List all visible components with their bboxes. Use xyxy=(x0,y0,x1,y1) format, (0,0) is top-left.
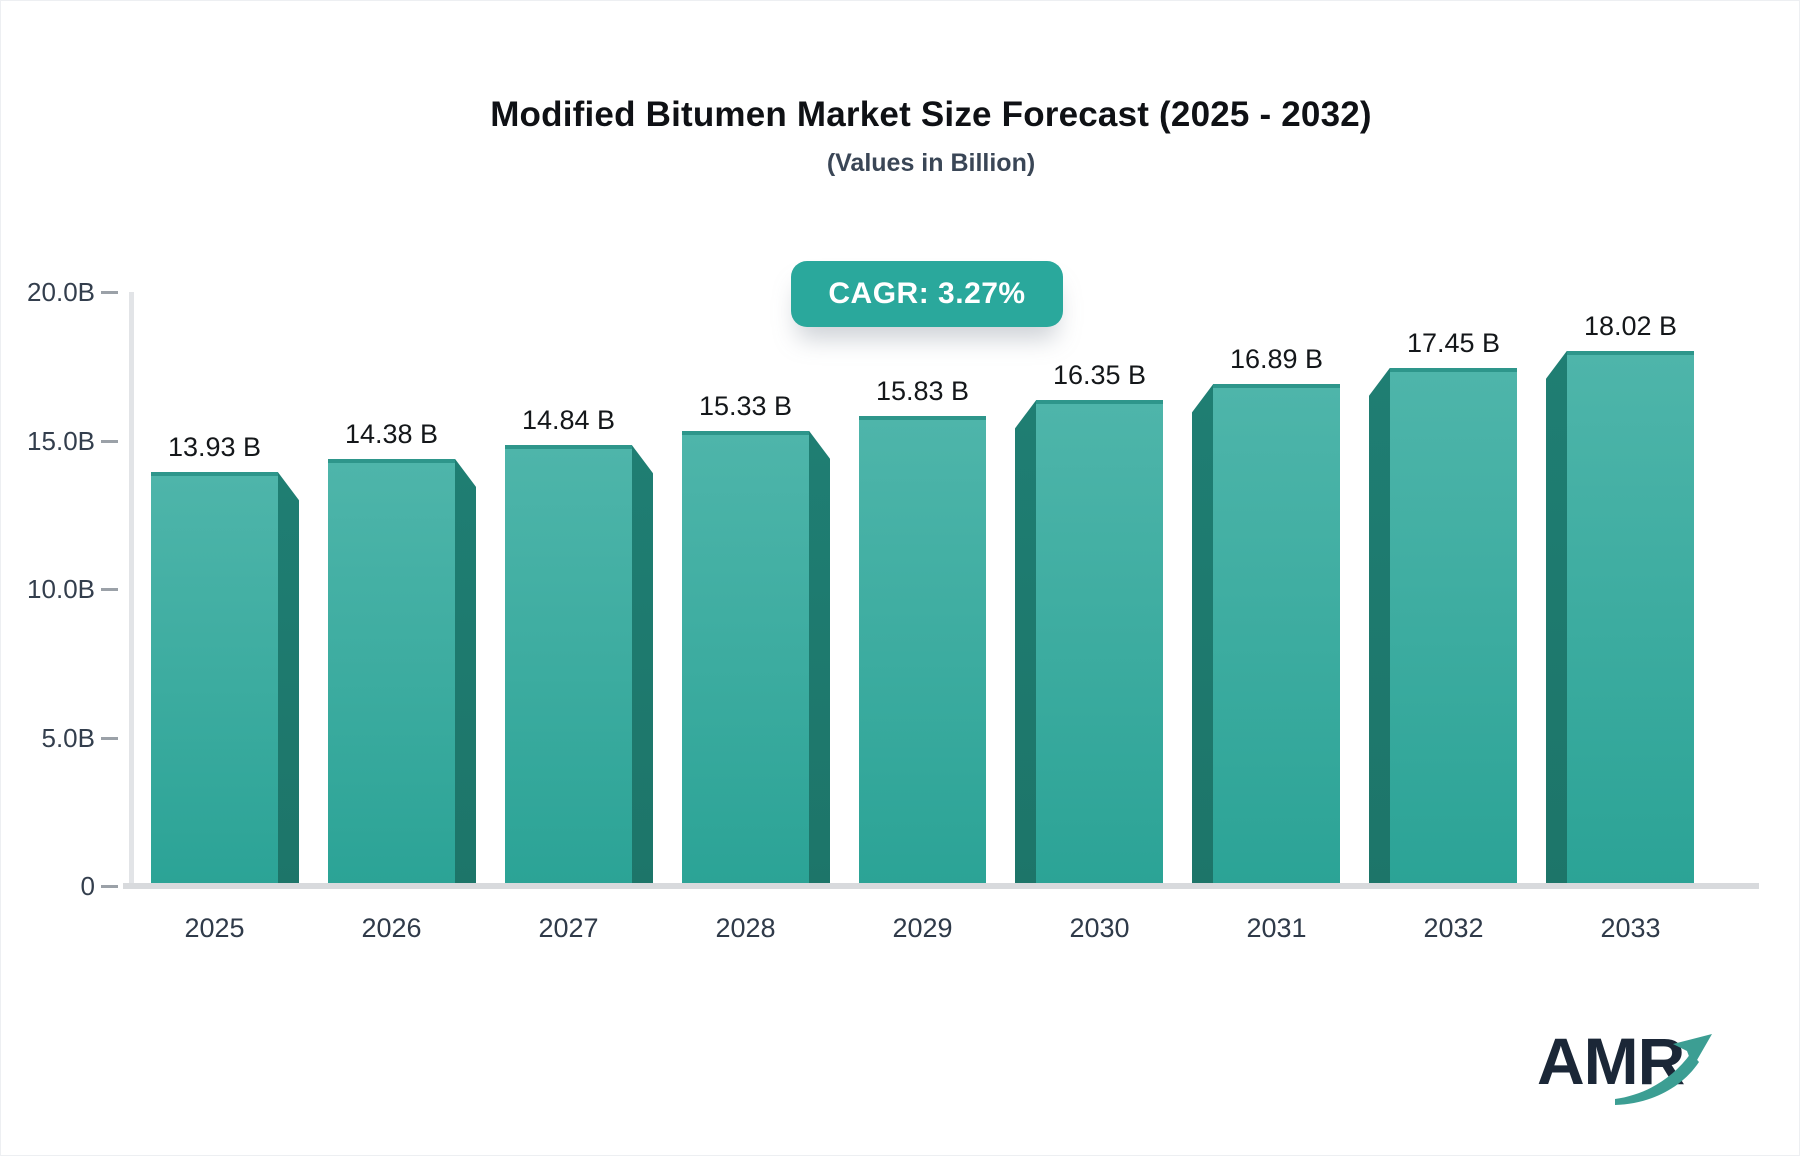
y-axis-label: 5.0B xyxy=(41,722,96,753)
bar-2030 xyxy=(1036,400,1163,886)
x-axis-label-2028: 2028 xyxy=(715,913,776,943)
bar-2026-value-label: 14.38 B xyxy=(344,418,439,449)
chart-subtitle: (Values in Billion) xyxy=(826,149,1036,177)
x-axis-label-2033: 2033 xyxy=(1600,913,1661,943)
y-axis-tick xyxy=(101,736,118,740)
x-axis-label-2030: 2030 xyxy=(1069,913,1130,943)
chart-title: Modified Bitumen Market Size Forecast (2… xyxy=(490,95,1372,134)
cagr-badge-label: CAGR: 3.27% xyxy=(828,277,1026,310)
bar-2033-side xyxy=(1546,350,1567,886)
y-axis-tick xyxy=(101,439,118,443)
x-axis-label-2025: 2025 xyxy=(184,913,245,943)
bar-2031-value-label: 16.89 B xyxy=(1229,344,1324,375)
x-axis-label-2031: 2031 xyxy=(1246,913,1307,943)
bar-2026 xyxy=(328,458,455,886)
bar-2032-value-label: 17.45 B xyxy=(1406,327,1501,358)
x-axis-label-2027: 2027 xyxy=(538,913,599,943)
bar-2029-value-label: 15.83 B xyxy=(875,375,970,406)
bar-2030-side xyxy=(1015,400,1036,886)
bar-2028-value-label: 15.33 B xyxy=(698,390,793,421)
y-axis-tick xyxy=(101,291,118,294)
cagr-badge: CAGR: 3.27% xyxy=(791,261,1063,327)
x-axis-label-2032: 2032 xyxy=(1423,913,1484,943)
bar-2032-side xyxy=(1369,367,1390,886)
y-axis-label: 10.0B xyxy=(27,574,95,604)
bar-2028-side xyxy=(809,430,830,886)
bar-2033-value-label: 18.02 B xyxy=(1583,310,1678,341)
bar-2031 xyxy=(1213,384,1340,886)
bar-2025-side xyxy=(278,472,299,886)
bar-2033 xyxy=(1567,350,1694,886)
bar-2030-value-label: 16.35 B xyxy=(1052,360,1147,391)
y-axis-line xyxy=(129,292,134,889)
bar-2031-side xyxy=(1192,384,1213,886)
bar-2027-side xyxy=(632,445,653,886)
x-axis-label-2029: 2029 xyxy=(892,913,953,943)
x-axis-label-2026: 2026 xyxy=(361,913,422,943)
bar-2027-value-label: 14.84 B xyxy=(521,405,616,436)
amr-logo: AMR xyxy=(1537,1023,1757,1133)
bar-2029 xyxy=(859,415,986,886)
y-axis-label: 0 xyxy=(80,871,95,901)
y-axis-label: 20.0B xyxy=(27,277,95,307)
bar-2025 xyxy=(151,472,278,886)
x-axis-baseline xyxy=(123,883,1759,889)
growth-arrow-icon xyxy=(1615,1034,1712,1105)
y-axis-label: 15.0B xyxy=(27,425,95,456)
y-axis-tick xyxy=(101,885,118,888)
bar-2027 xyxy=(505,445,632,886)
bar-2026-side xyxy=(455,458,476,886)
bar-2025-value-label: 13.93 B xyxy=(167,432,262,463)
y-axis-tick xyxy=(101,588,118,591)
bar-2032 xyxy=(1390,367,1517,886)
bar-2028 xyxy=(682,430,809,886)
